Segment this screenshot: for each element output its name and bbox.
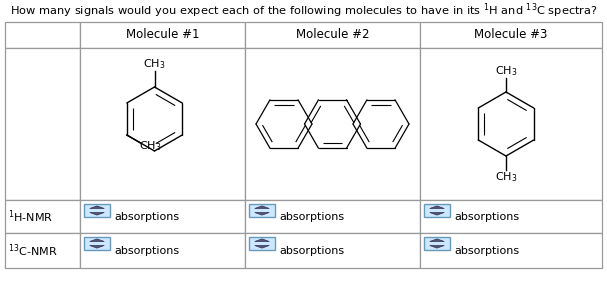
Text: absorptions: absorptions — [279, 245, 344, 256]
Text: absorptions: absorptions — [454, 211, 519, 222]
Text: CH$_3$: CH$_3$ — [143, 57, 166, 71]
Text: CH$_3$: CH$_3$ — [495, 170, 517, 184]
Bar — [80, 200, 245, 233]
Bar — [80, 233, 245, 268]
Bar — [245, 22, 420, 48]
Bar — [84, 237, 110, 250]
Bar — [84, 204, 110, 217]
Text: How many signals would you expect each of the following molecules to have in its: How many signals would you expect each o… — [10, 2, 597, 20]
Bar — [249, 204, 275, 217]
Bar — [420, 48, 602, 200]
Bar — [245, 233, 420, 268]
Text: CH$_3$: CH$_3$ — [140, 139, 162, 153]
Bar — [80, 48, 245, 200]
Polygon shape — [255, 239, 270, 241]
Bar — [424, 204, 450, 217]
Polygon shape — [255, 245, 270, 248]
Bar — [420, 22, 602, 48]
Bar — [420, 200, 602, 233]
Text: Molecule #1: Molecule #1 — [126, 28, 199, 42]
Bar — [245, 48, 420, 200]
Bar — [420, 233, 602, 268]
Polygon shape — [430, 239, 444, 241]
Polygon shape — [90, 239, 104, 241]
Polygon shape — [255, 212, 270, 215]
Bar — [249, 237, 275, 250]
Bar — [5, 200, 80, 233]
Bar — [5, 48, 80, 200]
Text: Molecule #2: Molecule #2 — [296, 28, 369, 42]
Text: absorptions: absorptions — [114, 211, 179, 222]
Bar — [80, 22, 245, 48]
Polygon shape — [90, 206, 104, 208]
Bar — [5, 233, 80, 268]
Bar — [245, 200, 420, 233]
Text: Molecule #3: Molecule #3 — [474, 28, 548, 42]
Polygon shape — [90, 212, 104, 215]
Text: $^{13}$C-NMR: $^{13}$C-NMR — [8, 242, 58, 259]
Polygon shape — [430, 206, 444, 208]
Text: absorptions: absorptions — [279, 211, 344, 222]
Polygon shape — [90, 245, 104, 248]
Bar — [5, 22, 80, 48]
Text: absorptions: absorptions — [454, 245, 519, 256]
Polygon shape — [430, 245, 444, 248]
Polygon shape — [255, 206, 270, 208]
Polygon shape — [430, 212, 444, 215]
Bar — [424, 237, 450, 250]
Text: CH$_3$: CH$_3$ — [495, 64, 517, 78]
Text: absorptions: absorptions — [114, 245, 179, 256]
Text: $^{1}$H-NMR: $^{1}$H-NMR — [8, 208, 53, 225]
